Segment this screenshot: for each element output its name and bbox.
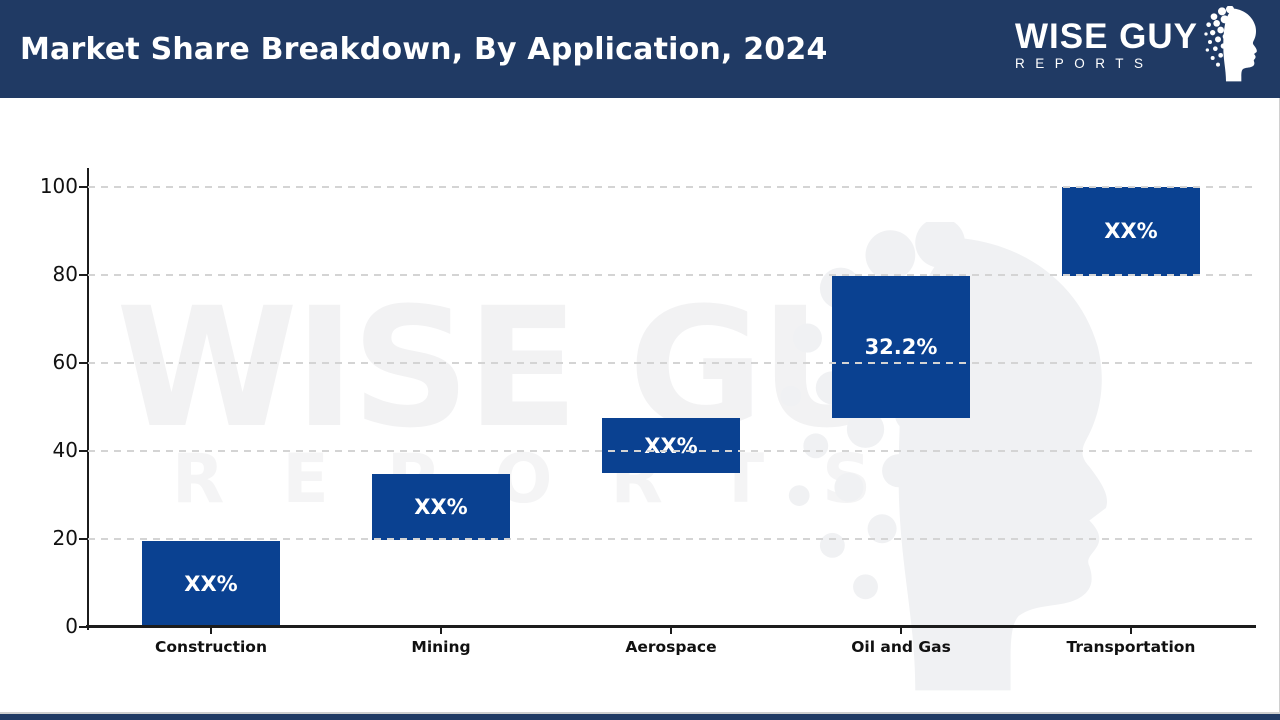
y-tick-label: 80 xyxy=(52,262,78,286)
y-tick-label: 60 xyxy=(52,350,78,374)
logo-text: WISE GUY REPORTS xyxy=(1014,16,1198,72)
wise-guy-reports-logo: WISE GUY REPORTS xyxy=(1015,6,1268,84)
footer-hairline xyxy=(0,712,1280,714)
y-tick-mark xyxy=(79,626,87,628)
gridline xyxy=(88,450,1256,452)
y-tick-label: 40 xyxy=(52,438,78,462)
bar-aerospace: XX% xyxy=(602,418,740,473)
y-tick-label: 20 xyxy=(52,526,78,550)
x-tick-label-aerospace: Aerospace xyxy=(625,638,717,656)
logo-wordmark: WISE GUY xyxy=(1014,16,1198,56)
bar-value-label: XX% xyxy=(184,572,238,597)
bar-oil-and-gas: 32.2% xyxy=(832,275,970,418)
y-tick-mark xyxy=(79,186,87,188)
gridline xyxy=(88,362,1256,364)
y-tick-mark xyxy=(79,362,87,364)
page-title: Market Share Breakdown, By Application, … xyxy=(20,31,828,67)
bar-value-label: XX% xyxy=(644,433,698,458)
header-bar: Market Share Breakdown, By Application, … xyxy=(0,0,1280,98)
bar-value-label: XX% xyxy=(1104,219,1158,244)
bar-construction: XX% xyxy=(142,541,280,627)
gridline xyxy=(88,186,1256,188)
x-tick-label-mining: Mining xyxy=(411,638,471,656)
x-tick-label-transportation: Transportation xyxy=(1066,638,1196,656)
y-tick-mark xyxy=(79,450,87,452)
x-tick-label-oil-and-gas: Oil and Gas xyxy=(851,638,951,656)
x-tick-label-construction: Construction xyxy=(155,638,267,656)
y-tick-mark xyxy=(79,274,87,276)
bar-value-label: 32.2% xyxy=(864,334,938,359)
y-axis-spine xyxy=(87,168,89,630)
dotted-face-profile-icon xyxy=(1204,6,1257,82)
x-tick-mark xyxy=(670,627,672,634)
bar-transportation: XX% xyxy=(1062,187,1200,276)
y-tick-label: 100 xyxy=(39,174,78,198)
x-tick-mark xyxy=(1130,627,1132,634)
watermark-subtitle: REPORTS xyxy=(172,440,930,519)
footer-bar xyxy=(0,714,1280,720)
x-tick-mark xyxy=(440,627,442,634)
bar-value-label: XX% xyxy=(414,494,468,519)
x-axis-spine xyxy=(86,625,1256,628)
y-tick-mark xyxy=(79,538,87,540)
y-tick-label: 0 xyxy=(65,614,78,638)
x-tick-mark xyxy=(900,627,902,634)
waterfall-chart: 0 20 40 60 80 100 XX% XX% XX% 32.2% XX% Constructio… xyxy=(0,98,1280,714)
x-tick-mark xyxy=(210,627,212,634)
gridline xyxy=(88,538,1256,540)
gridline xyxy=(88,274,1256,276)
logo-subtitle: REPORTS xyxy=(1014,56,1154,72)
bar-mining: XX% xyxy=(372,473,510,540)
